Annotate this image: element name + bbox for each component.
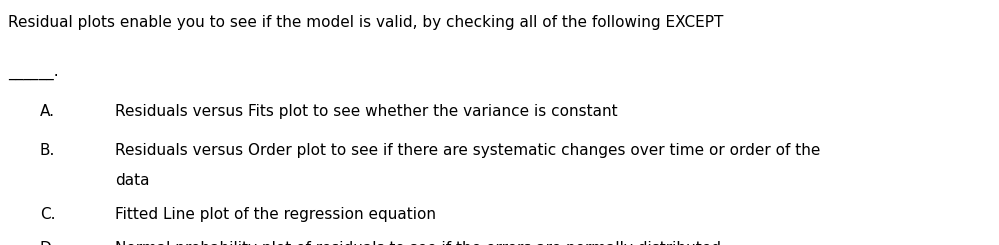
Text: Fitted Line plot of the regression equation: Fitted Line plot of the regression equat… [115, 207, 436, 222]
Text: B.: B. [40, 143, 55, 158]
Text: D.: D. [40, 241, 57, 245]
Text: C.: C. [40, 207, 56, 222]
Text: Residuals versus Fits plot to see whether the variance is constant: Residuals versus Fits plot to see whethe… [115, 104, 617, 119]
Text: Normal probability plot of residuals to see if the errors are normally distribut: Normal probability plot of residuals to … [115, 241, 721, 245]
Text: data: data [115, 173, 150, 188]
Text: Residuals versus Order plot to see if there are systematic changes over time or : Residuals versus Order plot to see if th… [115, 143, 820, 158]
Text: Residual plots enable you to see if the model is valid, by checking all of the f: Residual plots enable you to see if the … [8, 15, 723, 30]
Text: ______.: ______. [8, 66, 59, 81]
Text: A.: A. [40, 104, 55, 119]
